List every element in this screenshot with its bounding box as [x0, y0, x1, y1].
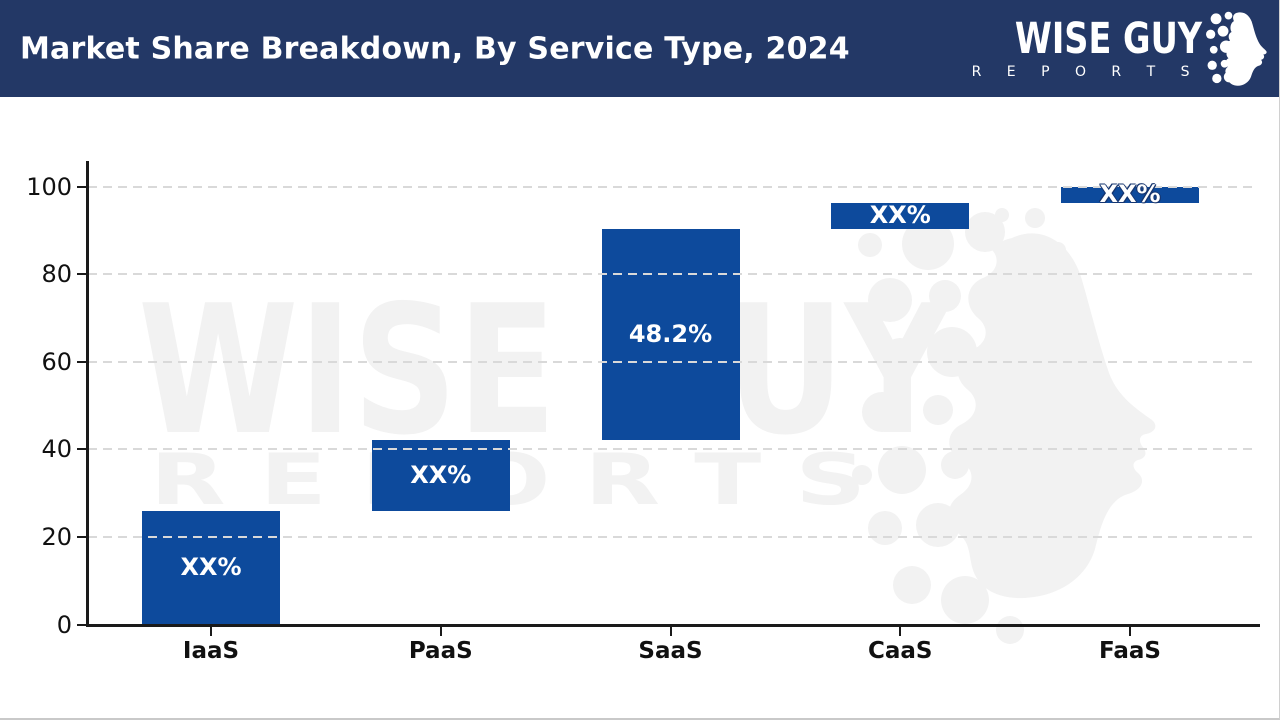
x-tick-mark	[899, 627, 902, 636]
x-tick-mark	[210, 627, 212, 636]
page-title: Market Share Breakdown, By Service Type,…	[20, 31, 850, 66]
y-tick-label: 0	[56, 610, 72, 639]
y-tick-mark	[77, 535, 86, 538]
gridline-y80	[88, 273, 1258, 276]
x-tick-label-faas: FaaS	[1099, 638, 1161, 664]
bar-faas	[1061, 186, 1199, 203]
x-tick-label-caas: CaaS	[868, 638, 933, 664]
brand-name: WISE GUY	[1014, 14, 1202, 64]
bar-caas	[831, 202, 970, 229]
x-tick-label-paas: PaaS	[408, 638, 473, 664]
y-tick-mark	[77, 273, 86, 276]
gridline-y20	[88, 535, 1258, 538]
y-tick-mark	[77, 623, 86, 626]
x-tick-mark	[669, 627, 672, 636]
bar-iaas	[142, 511, 280, 625]
y-axis-line	[86, 161, 89, 626]
y-tick-mark	[77, 448, 86, 451]
brand-subtitle: R E P O R T S	[971, 64, 1200, 80]
watermark-text-line1: WISE GUY	[138, 267, 952, 474]
brand-text: WISE GUY R E P O R T S	[962, 14, 1202, 81]
y-tick-label: 80	[41, 260, 72, 289]
brand-head-icon	[1206, 11, 1267, 86]
x-tick-mark	[1129, 627, 1131, 636]
watermark-head-graphic	[852, 208, 1156, 644]
x-tick-label-saas: SaaS	[638, 638, 703, 664]
bar-label-paas: XX%	[410, 460, 472, 489]
brand-logo: WISE GUY R E P O R T S	[962, 6, 1268, 92]
x-tick-mark	[439, 627, 442, 636]
bar-label-faas: XX%	[1099, 179, 1161, 208]
x-axis-line	[86, 624, 1260, 627]
gridline-y40	[88, 448, 1258, 451]
y-tick-label: 100	[26, 172, 72, 201]
bar-label-caas: XX%	[869, 200, 931, 229]
y-tick-mark	[77, 185, 86, 188]
y-tick-label: 20	[41, 522, 72, 551]
gridline-y100	[88, 185, 1258, 188]
bar-label-saas: 48.2%	[628, 319, 713, 348]
y-tick-label: 40	[41, 435, 72, 464]
bar-paas	[371, 440, 510, 512]
bar-saas	[601, 228, 740, 441]
x-tick-label-iaas: IaaS	[182, 638, 240, 664]
header-bar: Market Share Breakdown, By Service Type,…	[0, 0, 1279, 97]
gridline-y60	[88, 360, 1258, 363]
bar-label-iaas: XX%	[180, 552, 242, 581]
y-tick-label: 60	[41, 347, 72, 376]
y-tick-mark	[77, 360, 86, 363]
